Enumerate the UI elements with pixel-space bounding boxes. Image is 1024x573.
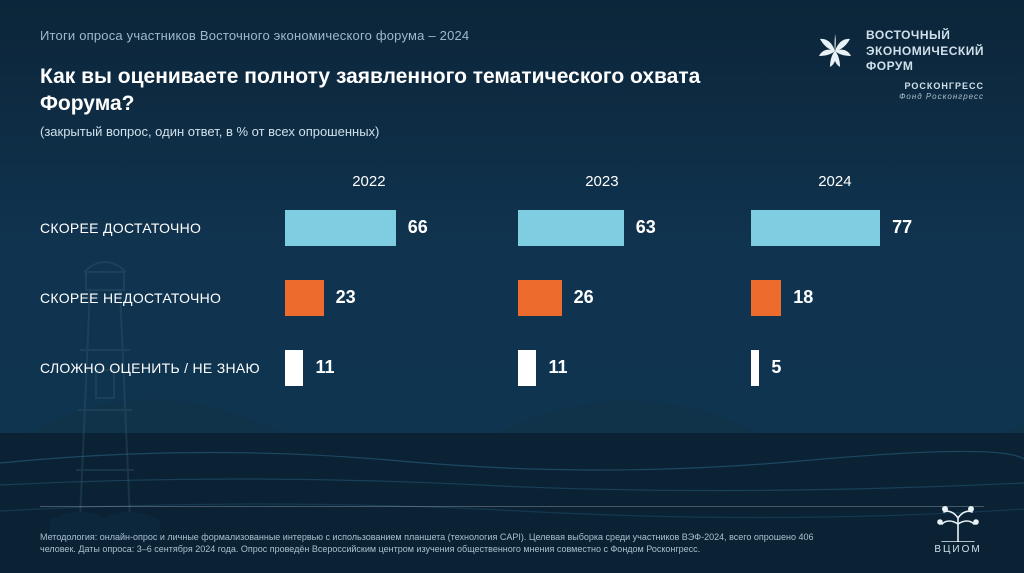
- logo-line3: ФОРУМ: [866, 59, 984, 75]
- bar: [518, 210, 624, 246]
- bar-cell: 63: [518, 204, 751, 252]
- survey-chart: 202220232024 СКОРЕЕ ДОСТАТОЧНО666377СКОР…: [40, 173, 984, 392]
- chart-row: СЛОЖНО ОЦЕНИТЬ / НЕ ЗНАЮ 11 11 5: [40, 344, 984, 392]
- methodology-text: Методология: онлайн-опрос и личные форма…: [40, 531, 820, 555]
- forum-logo: ВОСТОЧНЫЙ ЭКОНОМИЧЕСКИЙ ФОРУМ РОСКОНГРЕС…: [814, 28, 984, 103]
- category-label: СКОРЕЕ ДОСТАТОЧНО: [40, 220, 285, 236]
- bar-value: 23: [336, 287, 356, 308]
- question-title: Как вы оцениваете полноту заявленного те…: [40, 63, 784, 118]
- bar-value: 26: [574, 287, 594, 308]
- bar-cell: 77: [751, 204, 984, 252]
- year-header: 2023: [518, 173, 751, 190]
- bar-value: 18: [793, 287, 813, 308]
- roscongress-label: РОСКОНГРЕСС: [814, 81, 984, 93]
- bar: [518, 350, 536, 386]
- roscongress-tagline: Фонд Росконгресс: [814, 92, 984, 102]
- bar-value: 77: [892, 217, 912, 238]
- bar: [751, 280, 781, 316]
- bar: [751, 350, 759, 386]
- category-label: СЛОЖНО ОЦЕНИТЬ / НЕ ЗНАЮ: [40, 360, 285, 376]
- forum-flower-icon: [814, 30, 856, 72]
- bar-value: 63: [636, 217, 656, 238]
- bar-cell: 23: [285, 274, 518, 322]
- bar-value: 11: [548, 357, 567, 378]
- year-header: 2024: [751, 173, 984, 190]
- bar: [751, 210, 880, 246]
- category-label: СКОРЕЕ НЕДОСТАТОЧНО: [40, 290, 285, 306]
- chart-row: СКОРЕЕ НЕДОСТАТОЧНО 23 26 18: [40, 274, 984, 322]
- bar-cell: 11: [518, 344, 751, 392]
- question-subtitle: (закрытый вопрос, один ответ, в % от все…: [40, 124, 784, 139]
- bar-cell: 26: [518, 274, 751, 322]
- bar-cell: 18: [751, 274, 984, 322]
- bar-cell: 11: [285, 344, 518, 392]
- bar-cell: 66: [285, 204, 518, 252]
- vciom-logo: ВЦИОМ: [932, 502, 984, 555]
- bar-value: 66: [408, 217, 428, 238]
- survey-pretitle: Итоги опроса участников Восточного эконо…: [40, 28, 784, 43]
- bar-value: 11: [315, 357, 334, 378]
- year-header: 2022: [285, 173, 518, 190]
- logo-line2: ЭКОНОМИЧЕСКИЙ: [866, 44, 984, 60]
- bar: [518, 280, 562, 316]
- bar: [285, 350, 303, 386]
- bar-value: 5: [771, 357, 781, 378]
- logo-line1: ВОСТОЧНЫЙ: [866, 28, 984, 44]
- bar-cell: 5: [751, 344, 984, 392]
- bar: [285, 280, 324, 316]
- bar: [285, 210, 396, 246]
- vciom-label: ВЦИОМ: [934, 544, 981, 555]
- chart-row: СКОРЕЕ ДОСТАТОЧНО 66 63 77: [40, 204, 984, 252]
